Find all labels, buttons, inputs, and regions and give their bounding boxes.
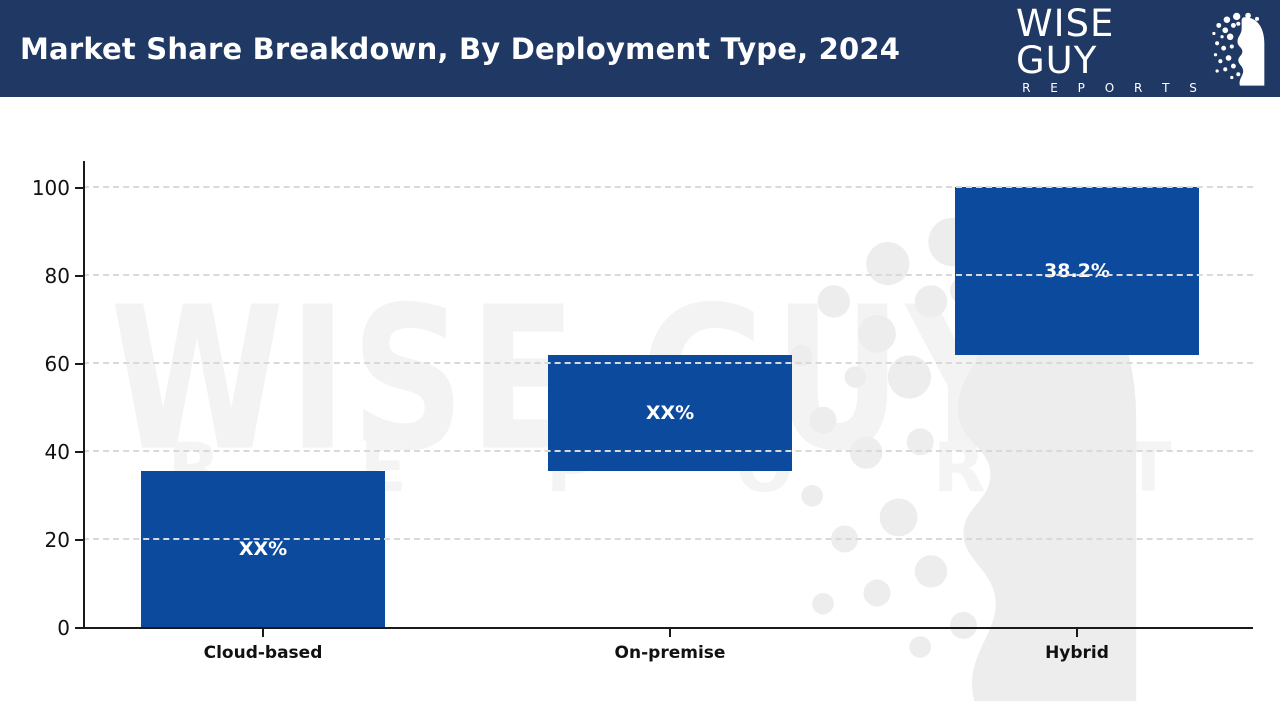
y-tick-label-100: 100 <box>31 176 70 200</box>
y-tick-80 <box>75 275 83 277</box>
page-title: Market Share Breakdown, By Deployment Ty… <box>20 31 901 66</box>
y-tick-label-20: 20 <box>44 528 70 552</box>
bar-on-premise: XX% <box>548 355 792 472</box>
logo-subtext: R E P O R T S <box>1022 80 1205 95</box>
y-tick-60 <box>75 363 83 365</box>
y-tick-100 <box>75 187 83 189</box>
bar-value-label: XX% <box>238 538 288 561</box>
bar-value-label: 38.2% <box>1044 260 1110 283</box>
gridline-20 <box>83 538 1253 540</box>
wiseguy-face-icon <box>1212 12 1265 86</box>
gridline-60 <box>83 362 1253 364</box>
category-label-cloud-based: Cloud-based <box>203 643 323 663</box>
x-tick-hybrid <box>1076 629 1078 637</box>
y-tick-label-80: 80 <box>44 264 70 288</box>
y-tick-20 <box>75 539 83 541</box>
gridline-80 <box>83 274 1253 276</box>
chart-area: WISE GUY R E P O R T S XX%XX%38.2%020406… <box>0 97 1280 720</box>
plot: XX% XX% 38.2% 0 20 40 60 80 100 Cloud-based On-pre… <box>0 97 1280 720</box>
y-tick-label-40: 40 <box>44 440 70 464</box>
bar-cloud-based: XX% <box>141 471 385 627</box>
bar-value-label: XX% <box>645 402 695 425</box>
y-tick-0 <box>75 627 83 629</box>
y-axis <box>83 161 85 629</box>
y-tick-label-0: 0 <box>57 616 70 640</box>
x-tick-cloud-based <box>262 629 264 637</box>
x-axis <box>83 627 1253 629</box>
y-tick-40 <box>75 451 83 453</box>
category-label-on-premise: On-premise <box>614 643 726 663</box>
logo-wordmark: WISE GUY <box>1016 1 1115 82</box>
category-label-hybrid: Hybrid <box>1045 643 1109 663</box>
header: Market Share Breakdown, By Deployment Ty… <box>0 0 1280 97</box>
y-tick-label-60: 60 <box>44 352 70 376</box>
gridline-100 <box>83 186 1253 188</box>
logo-text: WISE GUY R E P O R T S <box>1016 5 1205 94</box>
bar-hybrid: 38.2% <box>955 187 1199 356</box>
x-tick-on-premise <box>669 629 671 637</box>
gridline-40 <box>83 450 1253 452</box>
wiseguy-logo: WISE GUY R E P O R T S <box>1016 5 1266 94</box>
